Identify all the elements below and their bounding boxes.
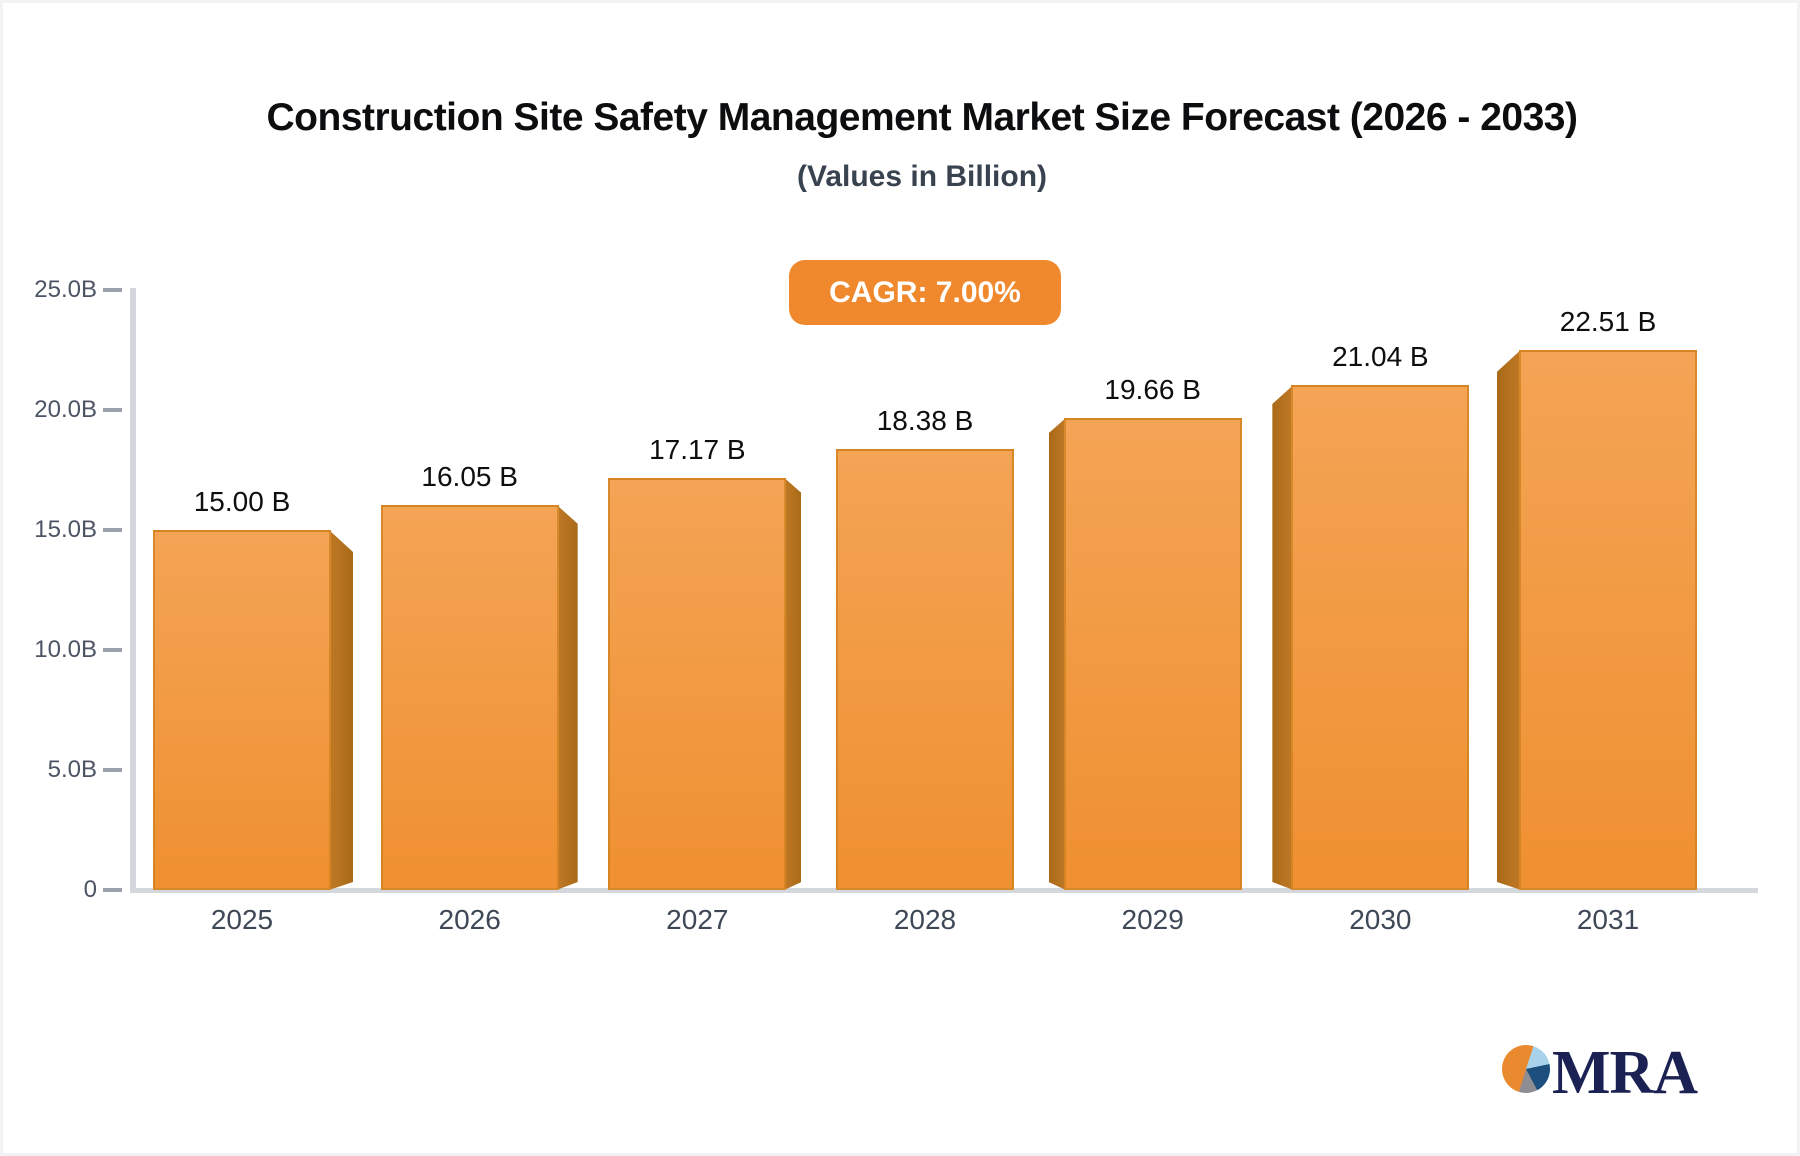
cagr-badge-label: CAGR: 7.00% xyxy=(829,275,1021,309)
bar xyxy=(153,530,331,890)
bar-value-label: 16.05 B xyxy=(421,460,518,492)
y-tick xyxy=(103,408,122,412)
bar-value-label: 17.17 B xyxy=(649,433,746,465)
y-tick xyxy=(103,528,122,532)
y-tick-label: 25.0B xyxy=(34,276,97,303)
chart-title: Construction Site Safety Management Mark… xyxy=(266,96,1578,139)
y-tick xyxy=(103,288,122,292)
bar-side xyxy=(329,530,353,890)
y-tick xyxy=(103,888,122,892)
y-tick xyxy=(103,768,122,772)
bar-side xyxy=(1497,350,1521,890)
bar xyxy=(1063,418,1242,890)
bar xyxy=(1291,385,1470,890)
bar-side xyxy=(784,478,801,890)
x-axis-label: 2030 xyxy=(1349,904,1412,935)
bar-value-label: 19.66 B xyxy=(1104,374,1201,406)
x-axis-baseline xyxy=(130,888,1758,893)
x-axis-label: 2031 xyxy=(1576,904,1640,935)
bar-side xyxy=(1049,418,1066,890)
bar xyxy=(608,477,787,890)
cagr-badge: CAGR: 7.00% xyxy=(789,260,1061,325)
x-axis-label: 2028 xyxy=(893,904,957,935)
chart-subtitle: (Values in Billion) xyxy=(796,160,1048,193)
y-tick xyxy=(103,648,122,652)
pie-chart-logo-icon xyxy=(1502,1045,1550,1093)
bar-value-label: 22.51 B xyxy=(1559,305,1657,337)
bar xyxy=(1519,349,1698,890)
bar-side xyxy=(557,505,578,890)
bar xyxy=(380,504,559,890)
bar-side xyxy=(1272,385,1293,890)
y-tick-label: 5.0B xyxy=(47,756,97,783)
brand-logo: MRA xyxy=(1502,1033,1762,1113)
bar xyxy=(836,448,1014,890)
y-tick-label: 0 xyxy=(83,876,97,903)
y-tick-label: 10.0B xyxy=(34,636,97,663)
x-axis-label: 2027 xyxy=(666,904,729,935)
bar-value-label: 18.38 B xyxy=(876,404,974,436)
x-axis-label: 2026 xyxy=(438,904,501,935)
y-axis-line xyxy=(130,288,136,893)
x-axis-label: 2029 xyxy=(1121,904,1184,935)
bar-value-label: 21.04 B xyxy=(1332,341,1429,373)
x-axis-label: 2025 xyxy=(210,904,274,935)
brand-logo-text: MRA xyxy=(1552,1039,1698,1107)
y-tick-label: 15.0B xyxy=(34,516,97,543)
y-tick-label: 20.0B xyxy=(34,396,97,423)
bar-value-label: 15.00 B xyxy=(193,486,291,517)
